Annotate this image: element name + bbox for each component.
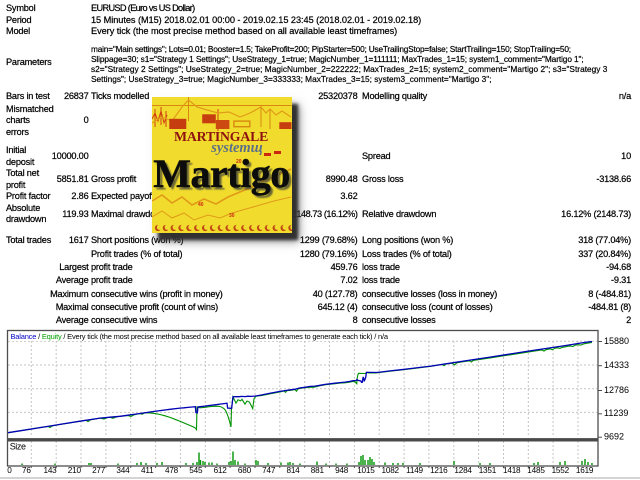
svg-text:411: 411 xyxy=(141,466,154,475)
svg-text:1485: 1485 xyxy=(527,466,545,475)
svg-text:545: 545 xyxy=(189,466,203,475)
svg-text:9692: 9692 xyxy=(604,432,624,442)
svg-text:1351: 1351 xyxy=(479,466,497,475)
svg-text:11239: 11239 xyxy=(604,408,628,418)
svg-text:14333: 14333 xyxy=(604,360,629,370)
svg-text:881: 881 xyxy=(311,466,325,475)
svg-text:1149: 1149 xyxy=(406,466,423,475)
svg-text:612: 612 xyxy=(214,466,228,475)
svg-text:76: 76 xyxy=(22,466,31,475)
svg-text:210: 210 xyxy=(68,466,82,475)
svg-text:1552: 1552 xyxy=(552,466,570,475)
svg-text:680: 680 xyxy=(238,466,252,475)
svg-text:15880: 15880 xyxy=(604,336,629,346)
svg-text:478: 478 xyxy=(165,466,179,475)
svg-text:12786: 12786 xyxy=(604,385,629,395)
svg-text:1015: 1015 xyxy=(357,466,375,475)
svg-text:Balance / Equity / Every tick: Balance / Equity / Every tick (the most … xyxy=(11,332,389,341)
svg-text:40: 40 xyxy=(198,202,204,208)
svg-text:1284: 1284 xyxy=(454,466,472,475)
svg-text:143: 143 xyxy=(43,466,57,475)
svg-text:1082: 1082 xyxy=(381,466,399,475)
svg-text:747: 747 xyxy=(262,466,276,475)
svg-text:277: 277 xyxy=(92,466,106,475)
svg-text:814: 814 xyxy=(286,466,300,475)
svg-text:1619: 1619 xyxy=(576,466,594,475)
svg-text:1418: 1418 xyxy=(503,466,521,475)
svg-text:344: 344 xyxy=(116,466,130,475)
svg-text:948: 948 xyxy=(335,466,349,475)
svg-text:20: 20 xyxy=(236,159,242,165)
svg-text:0: 0 xyxy=(7,466,12,475)
svg-text:1216: 1216 xyxy=(430,466,448,475)
svg-text:Size: Size xyxy=(10,441,26,451)
svg-text:30: 30 xyxy=(229,213,235,219)
